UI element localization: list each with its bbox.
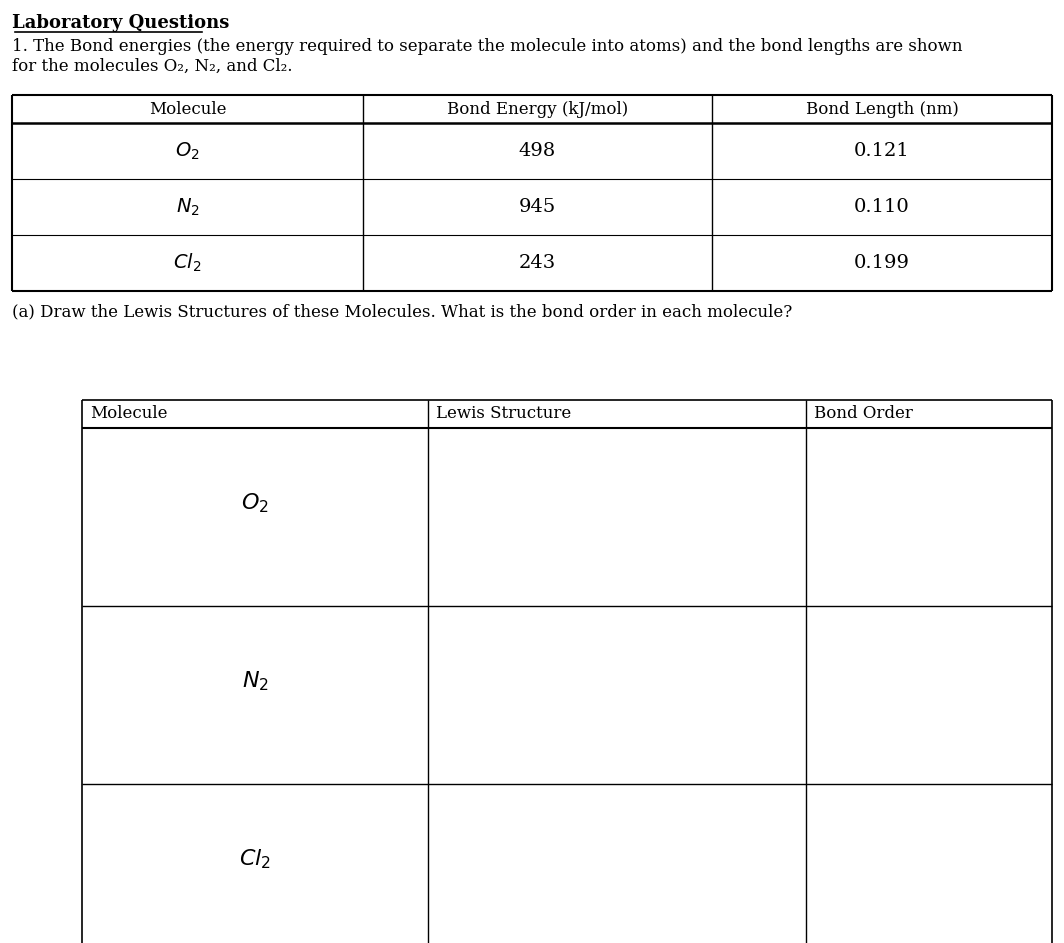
Text: (a) Draw the Lewis Structures of these Molecules. What is the bond order in each: (a) Draw the Lewis Structures of these M… xyxy=(12,303,793,320)
Text: Molecule: Molecule xyxy=(90,405,167,422)
Text: $\mathit{Cl}_2$: $\mathit{Cl}_2$ xyxy=(239,847,271,870)
Text: $\mathit{Cl}_2$: $\mathit{Cl}_2$ xyxy=(173,252,202,274)
Text: Lewis Structure: Lewis Structure xyxy=(436,405,571,422)
Text: 243: 243 xyxy=(519,254,556,272)
Text: Laboratory Questions: Laboratory Questions xyxy=(12,14,230,32)
Text: for the molecules O₂, N₂, and Cl₂.: for the molecules O₂, N₂, and Cl₂. xyxy=(12,58,293,75)
Text: $\mathit{O}_2$: $\mathit{O}_2$ xyxy=(242,491,269,515)
Text: 0.199: 0.199 xyxy=(854,254,910,272)
Text: 945: 945 xyxy=(519,198,556,216)
Text: $\mathit{O}_2$: $\mathit{O}_2$ xyxy=(176,141,200,161)
Text: Bond Energy (kJ/mol): Bond Energy (kJ/mol) xyxy=(447,101,628,118)
Text: Bond Order: Bond Order xyxy=(814,405,913,422)
Text: 1. The Bond energies (the energy required to separate the molecule into atoms) a: 1. The Bond energies (the energy require… xyxy=(12,38,963,55)
Text: $\mathit{N}_2$: $\mathit{N}_2$ xyxy=(242,669,268,692)
Text: Molecule: Molecule xyxy=(149,101,227,118)
Text: 0.110: 0.110 xyxy=(854,198,910,216)
Text: 0.121: 0.121 xyxy=(854,142,910,160)
Text: Bond Length (nm): Bond Length (nm) xyxy=(805,101,959,118)
Text: 498: 498 xyxy=(519,142,556,160)
Text: $\mathit{N}_2$: $\mathit{N}_2$ xyxy=(176,196,199,218)
